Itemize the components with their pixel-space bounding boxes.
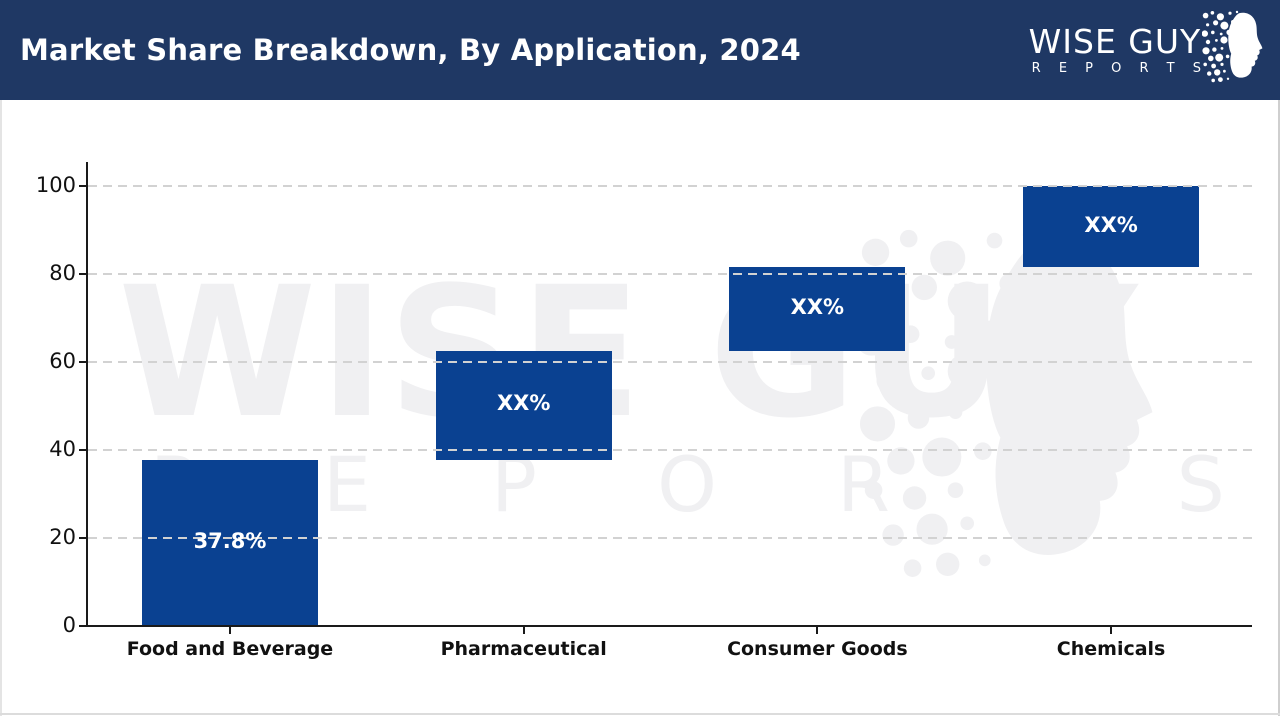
y-tick-label: 40 [49,437,76,461]
y-tick-mark [79,361,87,363]
y-tick-label: 0 [62,613,76,637]
brand-logo: WISE GUY R E P O R T S [1029,10,1266,90]
x-axis-label: Chemicals [1056,638,1166,660]
x-axis-label: Food and Beverage [126,638,334,660]
bar-chemicals [1023,186,1200,268]
logo-sub-text: R E P O R T S [1031,60,1208,76]
bar-value-label: 37.8% [193,528,267,553]
bottom-divider-line [0,713,1280,715]
gridline-80 [88,273,1252,275]
x-axis-label: Pharmaceutical [440,638,607,660]
x-axis-line [86,625,1252,627]
gridline-100 [88,185,1252,187]
brand-logo-text: WISE GUY R E P O R T S [1029,25,1208,76]
bar-value-label: XX% [1084,212,1138,237]
header-banner: Market Share Breakdown, By Application, … [0,0,1280,100]
y-tick-mark [79,449,87,451]
bar-value-label: XX% [496,391,551,416]
y-tick-mark [79,185,87,187]
gridline-40 [88,449,1252,451]
y-tick-mark [79,625,87,627]
y-tick-label: 20 [49,525,76,549]
bar-food-and-beverage [142,459,318,626]
y-axis-line [86,162,88,627]
gridline-20 [88,537,1252,539]
x-axis-label: Consumer Goods [727,638,908,660]
chart-title: Market Share Breakdown, By Application, … [20,33,801,67]
brand-head-icon [1202,10,1266,90]
x-tick-mark [229,627,231,634]
y-tick-label: 60 [49,349,76,373]
chart-plot-area: WISE GUY R E P O R T S 0 20 40 60 80 100 37.8%… [0,100,1280,720]
bar-value-label: XX% [790,295,845,320]
y-tick-mark [79,273,87,275]
logo-brand-text: WISE GUY [1028,21,1202,61]
x-tick-mark [522,627,525,634]
y-tick-mark [79,537,87,539]
y-tick-label: 80 [49,261,76,285]
x-tick-mark [1110,627,1113,634]
bar-pharmaceutical [435,351,612,460]
bar-consumer-goods [729,267,906,351]
y-tick-label: 100 [35,173,76,197]
gridline-60 [88,361,1252,363]
x-tick-mark [816,627,819,634]
